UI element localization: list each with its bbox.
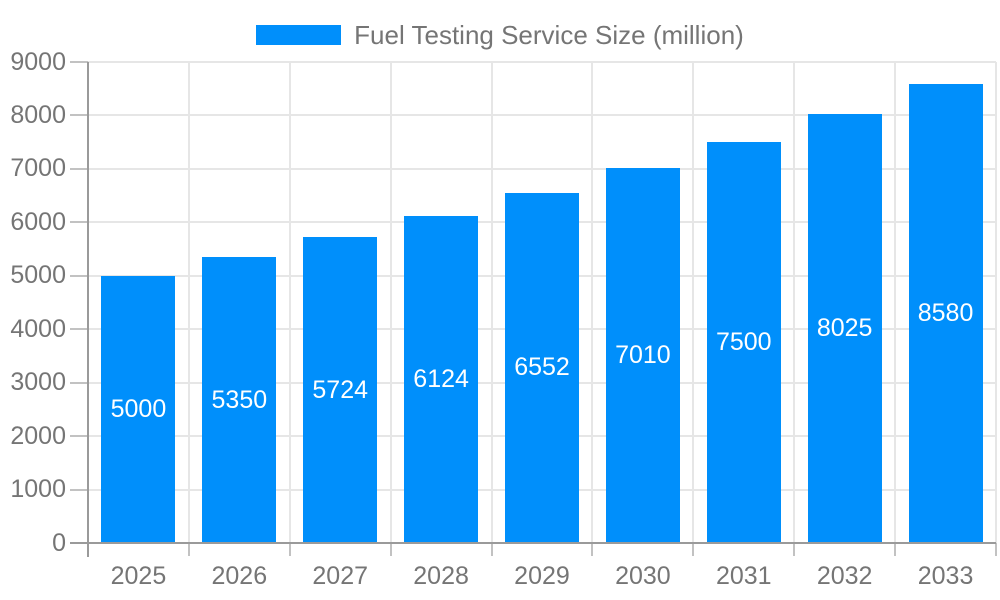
x-tick [591, 543, 594, 556]
y-tick [70, 167, 88, 170]
legend[interactable]: Fuel Testing Service Size (million) [0, 20, 1000, 50]
h-gridline [88, 114, 996, 117]
y-tick [70, 274, 88, 277]
y-tick-label: 3000 [10, 368, 66, 397]
bar[interactable]: 5000 [101, 275, 176, 543]
bar[interactable]: 7010 [605, 168, 680, 543]
bar-value-label: 8580 [917, 299, 974, 328]
x-tick [793, 543, 796, 556]
y-tick-label: 1000 [10, 475, 66, 504]
y-tick-label: 4000 [10, 314, 66, 343]
h-gridline [88, 167, 996, 170]
x-tick-label: 2029 [514, 562, 570, 590]
v-gridline [793, 62, 796, 543]
v-gridline [490, 62, 493, 543]
v-gridline [187, 62, 190, 543]
bar[interactable]: 6124 [404, 215, 479, 543]
bar[interactable]: 7500 [706, 142, 781, 543]
bar-value-label: 8025 [816, 314, 873, 343]
bar-value-label: 7010 [615, 341, 671, 370]
y-tick-label: 6000 [10, 207, 66, 236]
bar-value-label: 5000 [110, 394, 167, 423]
legend-label: Fuel Testing Service Size (million) [354, 19, 744, 50]
y-tick-label: 9000 [10, 47, 66, 76]
x-tick-label: 2033 [917, 562, 974, 590]
x-tick-label: 2026 [211, 562, 268, 590]
v-gridline [692, 62, 695, 543]
bar[interactable]: 6552 [505, 192, 579, 543]
y-tick [70, 488, 88, 491]
h-gridline [88, 61, 996, 63]
x-tick [995, 543, 997, 556]
x-tick-label: 2025 [110, 562, 167, 590]
y-tick [70, 114, 88, 117]
bar-value-label: 5350 [211, 385, 268, 414]
y-tick-label: 5000 [10, 261, 66, 290]
y-tick [70, 381, 88, 384]
x-tick-label: 2028 [413, 562, 469, 590]
x-tick [692, 543, 695, 556]
v-gridline [995, 62, 997, 543]
x-tick-label: 2032 [816, 562, 873, 590]
x-axis-line [70, 542, 996, 544]
x-tick-label: 2031 [715, 562, 772, 590]
v-gridline [389, 62, 392, 543]
y-tick [70, 61, 88, 63]
v-gridline [288, 62, 291, 543]
x-tick-label: 2027 [312, 562, 369, 590]
bar-value-label: 7500 [715, 328, 772, 357]
x-tick [490, 543, 493, 556]
bar[interactable]: 5350 [202, 257, 277, 543]
v-gridline [591, 62, 594, 543]
y-tick [70, 435, 88, 438]
bar-value-label: 5724 [312, 375, 369, 404]
bar[interactable]: 5724 [303, 237, 378, 543]
y-tick-label: 7000 [10, 154, 66, 183]
x-tick [187, 543, 190, 556]
y-tick [70, 221, 88, 224]
bar[interactable]: 8025 [807, 114, 882, 543]
legend-swatch [256, 25, 342, 45]
y-axis-line [87, 62, 89, 557]
bar-value-label: 6124 [413, 364, 469, 393]
y-tick-label: 0 [52, 528, 66, 557]
v-gridline [894, 62, 897, 543]
y-tick-label: 8000 [10, 100, 66, 129]
x-tick [288, 543, 291, 556]
y-tick [70, 328, 88, 331]
x-tick [894, 543, 897, 556]
x-tick [389, 543, 392, 556]
y-tick-label: 2000 [10, 421, 66, 450]
bar-value-label: 6552 [514, 353, 570, 382]
x-tick-label: 2030 [615, 562, 671, 590]
bar[interactable]: 8580 [908, 84, 983, 543]
